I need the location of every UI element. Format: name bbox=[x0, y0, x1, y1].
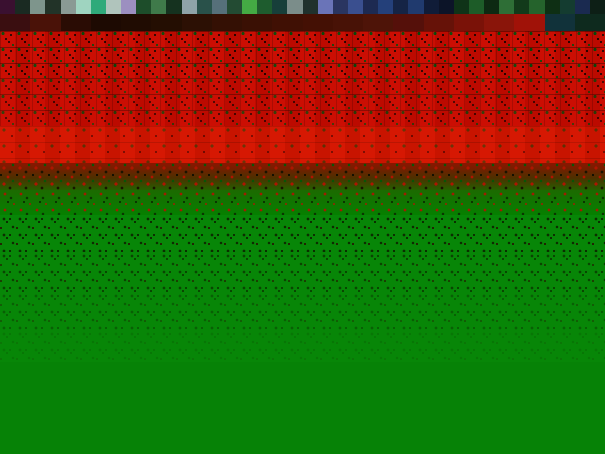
red-dither-band-sparse bbox=[0, 126, 605, 163]
noise-block bbox=[242, 14, 273, 31]
noise-block bbox=[136, 0, 152, 14]
noise-block bbox=[90, 0, 106, 14]
noise-block bbox=[408, 0, 424, 14]
noise-block bbox=[166, 0, 182, 14]
noise-block bbox=[544, 14, 575, 31]
noise-block bbox=[484, 14, 515, 31]
glitch-noise-strip-dark bbox=[0, 14, 605, 31]
noise-block bbox=[574, 14, 605, 31]
noise-block bbox=[211, 14, 242, 31]
noise-block bbox=[423, 14, 454, 31]
noise-block bbox=[574, 0, 590, 14]
red-green-transition-upper bbox=[0, 163, 605, 190]
red-green-transition-lower bbox=[0, 190, 605, 215]
noise-block bbox=[514, 14, 545, 31]
noise-block bbox=[453, 0, 469, 14]
noise-block bbox=[438, 0, 454, 14]
noise-block bbox=[484, 0, 500, 14]
noise-block bbox=[151, 0, 167, 14]
noise-block bbox=[347, 0, 363, 14]
noise-block bbox=[0, 0, 16, 14]
red-dither-band-mid bbox=[0, 78, 605, 126]
noise-block bbox=[272, 14, 303, 31]
noise-block bbox=[529, 0, 545, 14]
noise-block bbox=[332, 0, 348, 14]
noise-block bbox=[15, 0, 31, 14]
noise-block bbox=[257, 0, 273, 14]
noise-block bbox=[559, 0, 575, 14]
noise-block bbox=[363, 0, 379, 14]
noise-block bbox=[60, 0, 76, 14]
noise-block bbox=[544, 0, 560, 14]
noise-block bbox=[423, 0, 439, 14]
noise-block bbox=[105, 0, 121, 14]
noise-block bbox=[393, 14, 424, 31]
green-dither-band-dense bbox=[0, 215, 605, 252]
noise-block bbox=[393, 0, 409, 14]
noise-block bbox=[332, 14, 363, 31]
solid-green-field bbox=[0, 362, 605, 454]
noise-block bbox=[226, 0, 242, 14]
noise-block bbox=[453, 14, 484, 31]
red-dither-band-dense bbox=[0, 31, 605, 78]
noise-block bbox=[45, 0, 61, 14]
glitch-noise-strip-top bbox=[0, 0, 605, 14]
noise-block bbox=[363, 14, 394, 31]
noise-block bbox=[302, 14, 333, 31]
noise-block bbox=[75, 0, 91, 14]
noise-block bbox=[60, 14, 91, 31]
noise-block bbox=[242, 0, 258, 14]
noise-block bbox=[181, 0, 197, 14]
noise-block bbox=[272, 0, 288, 14]
noise-block bbox=[378, 0, 394, 14]
noise-block bbox=[181, 14, 212, 31]
noise-block bbox=[302, 0, 318, 14]
noise-block bbox=[514, 0, 530, 14]
noise-block bbox=[589, 0, 605, 14]
noise-block bbox=[317, 0, 333, 14]
green-dither-band-sparse bbox=[0, 292, 605, 330]
noise-block bbox=[499, 0, 515, 14]
noise-block bbox=[121, 0, 137, 14]
noise-block bbox=[196, 0, 212, 14]
noise-block bbox=[468, 0, 484, 14]
green-dither-band-faint bbox=[0, 330, 605, 362]
noise-block bbox=[30, 14, 61, 31]
noise-block bbox=[90, 14, 121, 31]
noise-block bbox=[211, 0, 227, 14]
noise-block bbox=[0, 14, 31, 31]
noise-block bbox=[151, 14, 182, 31]
green-dither-band-mid bbox=[0, 252, 605, 292]
noise-block bbox=[287, 0, 303, 14]
noise-block bbox=[30, 0, 46, 14]
noise-block bbox=[121, 14, 152, 31]
